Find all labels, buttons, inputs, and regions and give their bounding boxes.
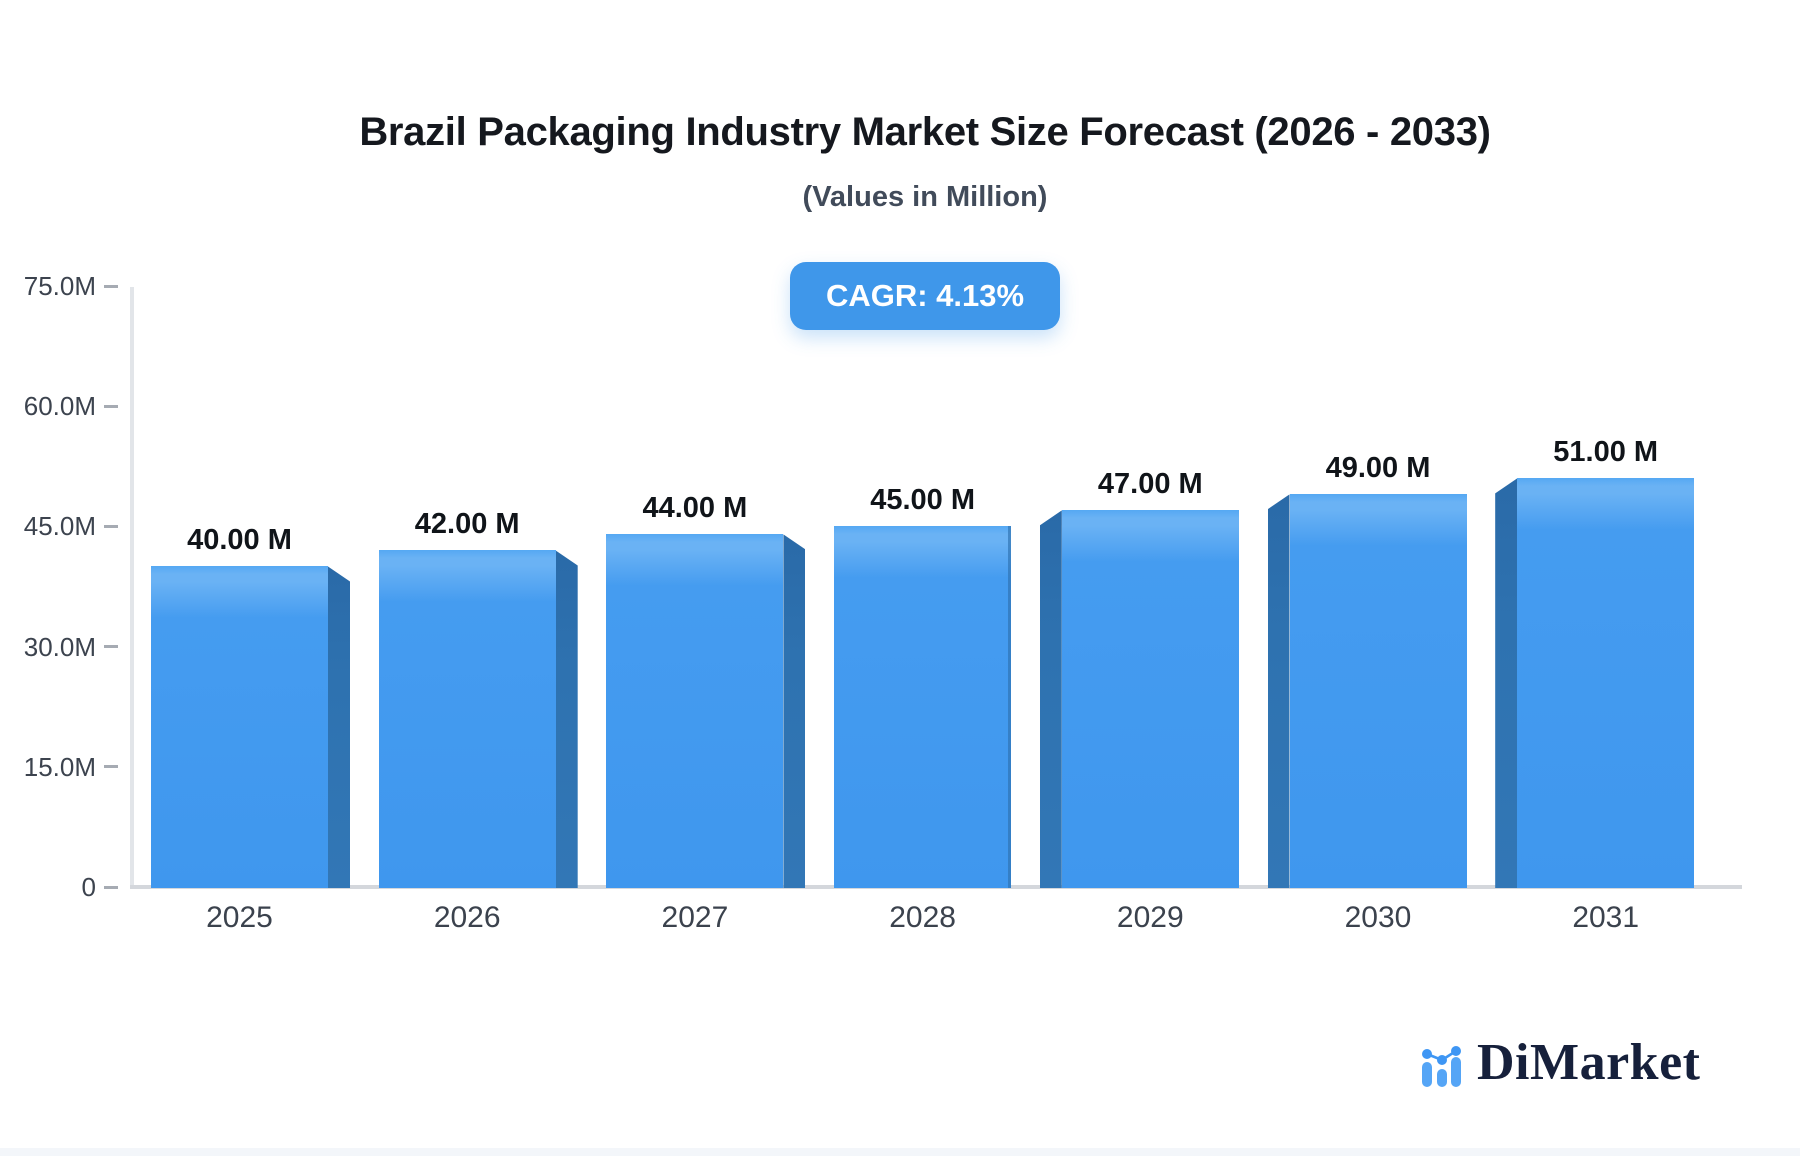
x-axis-label: 2026	[433, 901, 501, 934]
chart-title: Brazil Packaging Industry Market Size Fo…	[359, 110, 1491, 154]
bar-2029[interactable]	[1061, 510, 1239, 888]
bar-value-label: 51.00 M	[1553, 436, 1659, 469]
x-axis-label: 2029	[1116, 901, 1184, 934]
y-axis-tick-mark	[104, 404, 118, 408]
bar-value-label: 47.00 M	[1097, 468, 1203, 501]
dimarket-logo-text: DiMarket	[1477, 1034, 1701, 1091]
bar-3d-side	[1039, 510, 1062, 888]
y-axis-tick-mark	[104, 885, 118, 889]
bar-2027[interactable]	[606, 534, 784, 888]
bar-value-label: 40.00 M	[187, 524, 292, 557]
x-axis-label: 2031	[1572, 901, 1640, 934]
bar-3d-side	[555, 550, 578, 888]
bar-chart-logo-icon	[1422, 1046, 1461, 1088]
bar-value-label: 44.00 M	[642, 492, 748, 525]
bar-value-label: 45.00 M	[870, 484, 975, 517]
bar-2030[interactable]	[1289, 494, 1467, 888]
bar-3d-side	[783, 534, 806, 888]
bar-2026[interactable]	[378, 550, 556, 888]
cagr-badge: CAGR: 4.13%	[789, 262, 1061, 330]
y-axis-label: 75.0M	[23, 271, 96, 301]
y-axis-tick-mark	[104, 645, 118, 649]
chart-header: Brazil Packaging Industry Market Size Fo…	[50, 0, 1800, 330]
y-axis-label: 45.0M	[23, 511, 96, 542]
x-axis-label: 2028	[889, 901, 956, 934]
bar-value-label: 49.00 M	[1325, 452, 1431, 485]
chart-subtitle: (Values in Million)	[802, 181, 1048, 213]
bar-3d-side	[328, 566, 350, 888]
bar-3d-side	[1495, 478, 1518, 888]
y-axis-tick-mark	[104, 284, 118, 288]
x-axis-label: 2025	[206, 901, 273, 934]
bar-2031[interactable]	[1517, 478, 1695, 888]
bar-2025[interactable]	[151, 566, 328, 888]
dimarket-logo[interactable]: DiMarket	[1418, 1034, 1701, 1091]
x-axis-label: 2030	[1344, 901, 1412, 934]
bar-value-label: 42.00 M	[414, 508, 520, 541]
y-axis-label: 15.0M	[23, 751, 96, 782]
y-axis-label: 60.0M	[23, 391, 96, 422]
y-axis-tick-mark	[104, 765, 118, 769]
y-axis-label: 30.0M	[23, 631, 96, 662]
bar-3d-side	[1267, 494, 1290, 888]
y-axis-tick-mark	[104, 524, 118, 528]
y-axis-line	[130, 287, 134, 888]
y-axis-label: 0	[81, 872, 96, 902]
bar-2028[interactable]	[834, 526, 1012, 888]
x-axis-label: 2027	[661, 901, 729, 934]
bottom-strip	[0, 1148, 1800, 1156]
